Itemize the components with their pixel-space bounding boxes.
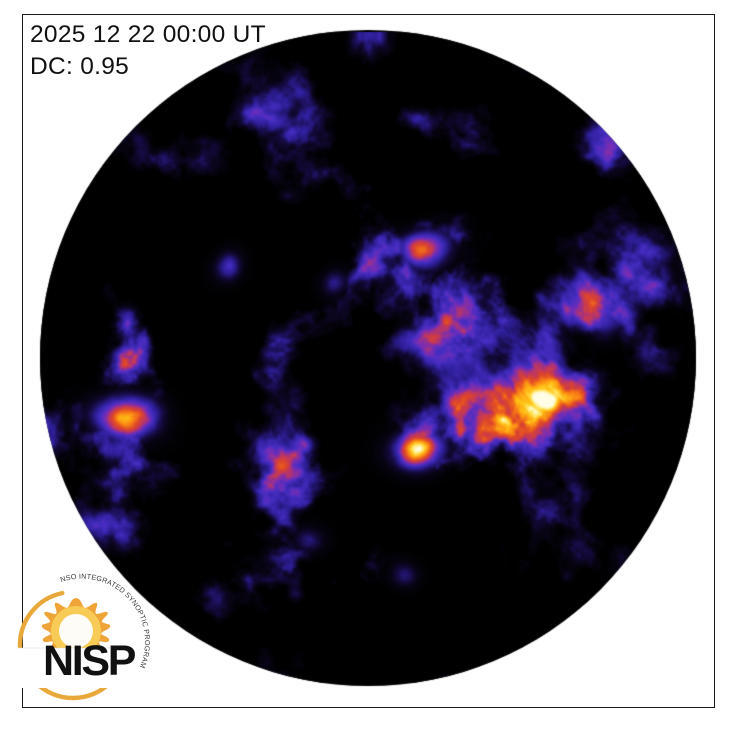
svg-text:NISP: NISP: [43, 637, 136, 685]
